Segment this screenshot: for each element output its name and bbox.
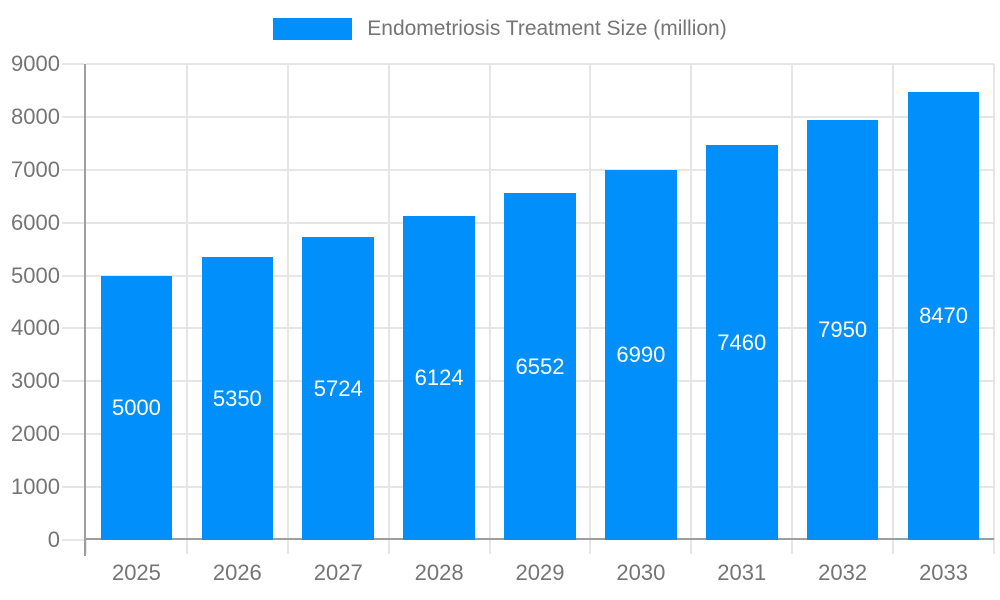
y-axis-tick	[62, 486, 84, 489]
chart-legend: Endometriosis Treatment Size (million)	[0, 17, 1000, 41]
x-axis-label: 2029	[515, 560, 565, 585]
bar-value-label: 6552	[515, 353, 565, 379]
bar	[403, 216, 475, 540]
v-gridline	[791, 64, 794, 540]
bar-value-label: 5000	[111, 394, 161, 420]
bar-value-label: 6124	[414, 365, 464, 391]
x-axis-label: 2030	[616, 560, 666, 585]
x-axis-label: 2028	[414, 560, 464, 585]
y-axis-tick	[62, 63, 84, 65]
x-axis-tick	[286, 540, 289, 554]
x-axis-tick	[185, 540, 188, 554]
legend-series-label: Endometriosis Treatment Size (million)	[367, 17, 727, 40]
x-axis-label: 2032	[818, 560, 868, 585]
bar-value-label: 5350	[212, 385, 262, 411]
plot-area: 0 1000 2000 3000 4000 5000 6000 7000 8000 9000 500…	[11, 53, 995, 585]
x-axis-label: 2027	[313, 560, 363, 585]
y-axis-label: 2000	[11, 421, 60, 447]
y-axis-label: 9000	[11, 51, 60, 76]
x-axis-label: 2033	[919, 560, 969, 585]
y-axis-label: 6000	[11, 209, 60, 235]
bar	[302, 237, 375, 540]
h-gridline	[86, 115, 994, 118]
v-gridline	[286, 64, 289, 540]
x-axis-label: 2026	[212, 560, 262, 585]
v-gridline	[185, 64, 188, 540]
v-gridline	[488, 64, 491, 540]
h-gridline	[86, 63, 994, 65]
x-axis-tick	[488, 540, 491, 554]
bar-value-label: 7460	[717, 329, 767, 355]
y-axis-tick	[62, 327, 84, 330]
v-gridline	[690, 64, 693, 540]
y-axis-tick	[62, 380, 84, 383]
v-gridline	[589, 64, 592, 540]
v-gridline	[993, 64, 995, 540]
y-axis-tick	[62, 221, 84, 224]
v-gridline	[892, 64, 895, 540]
y-axis-tick	[62, 168, 84, 171]
x-axis-label: 2031	[717, 560, 767, 585]
bar	[907, 92, 980, 540]
x-axis-tick	[993, 540, 995, 554]
bar	[705, 145, 778, 540]
bar	[806, 119, 879, 540]
y-axis-label: 3000	[11, 368, 60, 394]
x-axis-tick	[387, 540, 390, 554]
bar-value-label: 6990	[616, 342, 666, 368]
y-axis-label: 0	[47, 527, 60, 552]
x-axis-tick	[85, 540, 87, 554]
x-axis-tick	[589, 540, 592, 554]
legend-color-swatch	[273, 18, 353, 40]
bar	[201, 257, 274, 540]
y-axis-label: 8000	[11, 103, 60, 129]
y-axis-line	[84, 64, 86, 556]
bar-value-label: 8470	[919, 303, 969, 328]
y-axis-tick	[62, 274, 84, 277]
y-axis-label: 5000	[11, 262, 60, 288]
y-axis-tick	[62, 539, 84, 541]
y-axis-tick	[62, 433, 84, 436]
bar	[504, 193, 576, 540]
bar-value-label: 7950	[818, 316, 868, 342]
y-axis-label: 7000	[11, 156, 60, 182]
bar-value-label: 5724	[313, 375, 363, 401]
x-axis-tick	[690, 540, 693, 554]
bar	[100, 275, 173, 540]
y-axis-label: 4000	[11, 315, 60, 341]
v-gridline	[387, 64, 390, 540]
y-axis-tick	[62, 115, 84, 118]
h-gridline	[86, 168, 994, 171]
bar	[605, 170, 677, 540]
y-axis-label: 1000	[11, 474, 60, 500]
x-axis-tick	[892, 540, 895, 554]
x-axis-tick	[791, 540, 794, 554]
x-axis-label: 2025	[111, 560, 161, 585]
